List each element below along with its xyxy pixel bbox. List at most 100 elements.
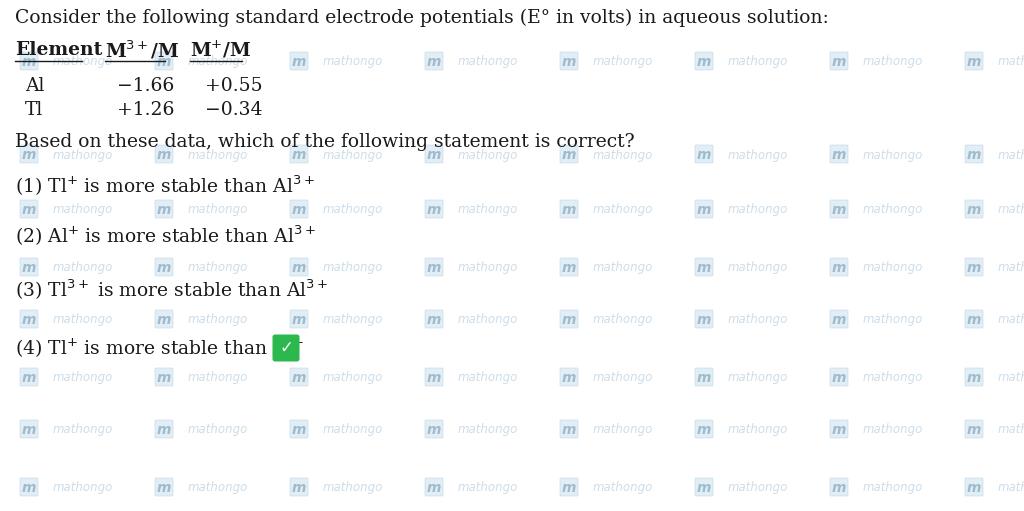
Text: m: m — [157, 261, 171, 275]
Text: −1.66: −1.66 — [117, 77, 174, 95]
FancyBboxPatch shape — [830, 52, 848, 70]
Text: mathongo: mathongo — [593, 149, 653, 161]
Text: m: m — [967, 371, 981, 385]
FancyBboxPatch shape — [560, 310, 578, 328]
Text: m: m — [292, 371, 306, 385]
Text: m: m — [427, 423, 441, 437]
Text: m: m — [562, 261, 577, 275]
Text: m: m — [562, 203, 577, 217]
Text: mathongo: mathongo — [187, 481, 248, 495]
Text: M$^{3+}$/M: M$^{3+}$/M — [105, 39, 179, 61]
FancyBboxPatch shape — [425, 200, 443, 218]
Text: m: m — [696, 481, 712, 495]
Text: mathongo: mathongo — [997, 149, 1024, 161]
FancyBboxPatch shape — [425, 258, 443, 276]
Text: mathongo: mathongo — [323, 56, 383, 68]
Text: mathongo: mathongo — [997, 262, 1024, 274]
Text: mathongo: mathongo — [728, 314, 788, 327]
Text: m: m — [967, 55, 981, 69]
Text: mathongo: mathongo — [458, 262, 518, 274]
FancyBboxPatch shape — [425, 420, 443, 438]
FancyBboxPatch shape — [560, 368, 578, 386]
Text: m: m — [562, 371, 577, 385]
Text: mathongo: mathongo — [323, 203, 383, 217]
Text: Based on these data, which of the following statement is correct?: Based on these data, which of the follow… — [15, 133, 635, 151]
Text: (3) Tl$^{3+}$ is more stable than Al$^{3+}$: (3) Tl$^{3+}$ is more stable than Al$^{3… — [15, 278, 329, 302]
Text: mathongo: mathongo — [728, 371, 788, 384]
Text: m: m — [696, 261, 712, 275]
FancyBboxPatch shape — [830, 145, 848, 163]
Text: mathongo: mathongo — [997, 424, 1024, 436]
FancyBboxPatch shape — [155, 258, 173, 276]
FancyBboxPatch shape — [830, 258, 848, 276]
Text: mathongo: mathongo — [323, 481, 383, 495]
Text: m: m — [967, 203, 981, 217]
Text: m: m — [292, 55, 306, 69]
Text: mathongo: mathongo — [323, 314, 383, 327]
FancyBboxPatch shape — [425, 52, 443, 70]
FancyBboxPatch shape — [20, 200, 38, 218]
Text: m: m — [157, 423, 171, 437]
Text: m: m — [562, 313, 577, 327]
FancyBboxPatch shape — [695, 310, 713, 328]
Text: m: m — [22, 55, 36, 69]
FancyBboxPatch shape — [155, 420, 173, 438]
Text: m: m — [22, 481, 36, 495]
Text: m: m — [967, 148, 981, 162]
Text: m: m — [831, 423, 846, 437]
Text: mathongo: mathongo — [997, 203, 1024, 217]
FancyBboxPatch shape — [560, 478, 578, 496]
Text: mathongo: mathongo — [593, 371, 653, 384]
Text: mathongo: mathongo — [187, 424, 248, 436]
FancyBboxPatch shape — [20, 145, 38, 163]
Text: m: m — [157, 313, 171, 327]
Text: +0.55: +0.55 — [205, 77, 262, 95]
FancyBboxPatch shape — [20, 258, 38, 276]
Text: mathongo: mathongo — [997, 314, 1024, 327]
Text: m: m — [22, 371, 36, 385]
Text: mathongo: mathongo — [323, 149, 383, 161]
Text: mathongo: mathongo — [863, 481, 924, 495]
Text: m: m — [831, 261, 846, 275]
Text: ✓: ✓ — [280, 339, 293, 357]
Text: mathongo: mathongo — [728, 56, 788, 68]
FancyBboxPatch shape — [20, 310, 38, 328]
Text: m: m — [696, 371, 712, 385]
Text: mathongo: mathongo — [53, 149, 114, 161]
Text: mathongo: mathongo — [53, 371, 114, 384]
Text: M$^{+}$/M: M$^{+}$/M — [190, 39, 251, 60]
FancyBboxPatch shape — [20, 478, 38, 496]
Text: mathongo: mathongo — [593, 203, 653, 217]
FancyBboxPatch shape — [695, 145, 713, 163]
Text: m: m — [696, 148, 712, 162]
Text: m: m — [157, 203, 171, 217]
FancyBboxPatch shape — [425, 310, 443, 328]
Text: m: m — [831, 55, 846, 69]
Text: mathongo: mathongo — [863, 203, 924, 217]
FancyBboxPatch shape — [290, 200, 308, 218]
Text: m: m — [292, 481, 306, 495]
Text: Tl: Tl — [25, 101, 43, 119]
Text: m: m — [22, 313, 36, 327]
Text: m: m — [831, 148, 846, 162]
Text: m: m — [696, 313, 712, 327]
Text: m: m — [696, 423, 712, 437]
FancyBboxPatch shape — [425, 368, 443, 386]
Text: mathongo: mathongo — [863, 149, 924, 161]
Text: +1.26: +1.26 — [117, 101, 174, 119]
Text: m: m — [292, 148, 306, 162]
FancyBboxPatch shape — [290, 368, 308, 386]
Text: m: m — [562, 55, 577, 69]
FancyBboxPatch shape — [830, 310, 848, 328]
Text: mathongo: mathongo — [187, 56, 248, 68]
Text: m: m — [292, 313, 306, 327]
FancyBboxPatch shape — [272, 335, 299, 361]
Text: mathongo: mathongo — [728, 424, 788, 436]
Text: mathongo: mathongo — [458, 314, 518, 327]
Text: mathongo: mathongo — [728, 149, 788, 161]
Text: m: m — [427, 55, 441, 69]
FancyBboxPatch shape — [965, 52, 983, 70]
Text: mathongo: mathongo — [728, 481, 788, 495]
FancyBboxPatch shape — [695, 478, 713, 496]
FancyBboxPatch shape — [155, 145, 173, 163]
